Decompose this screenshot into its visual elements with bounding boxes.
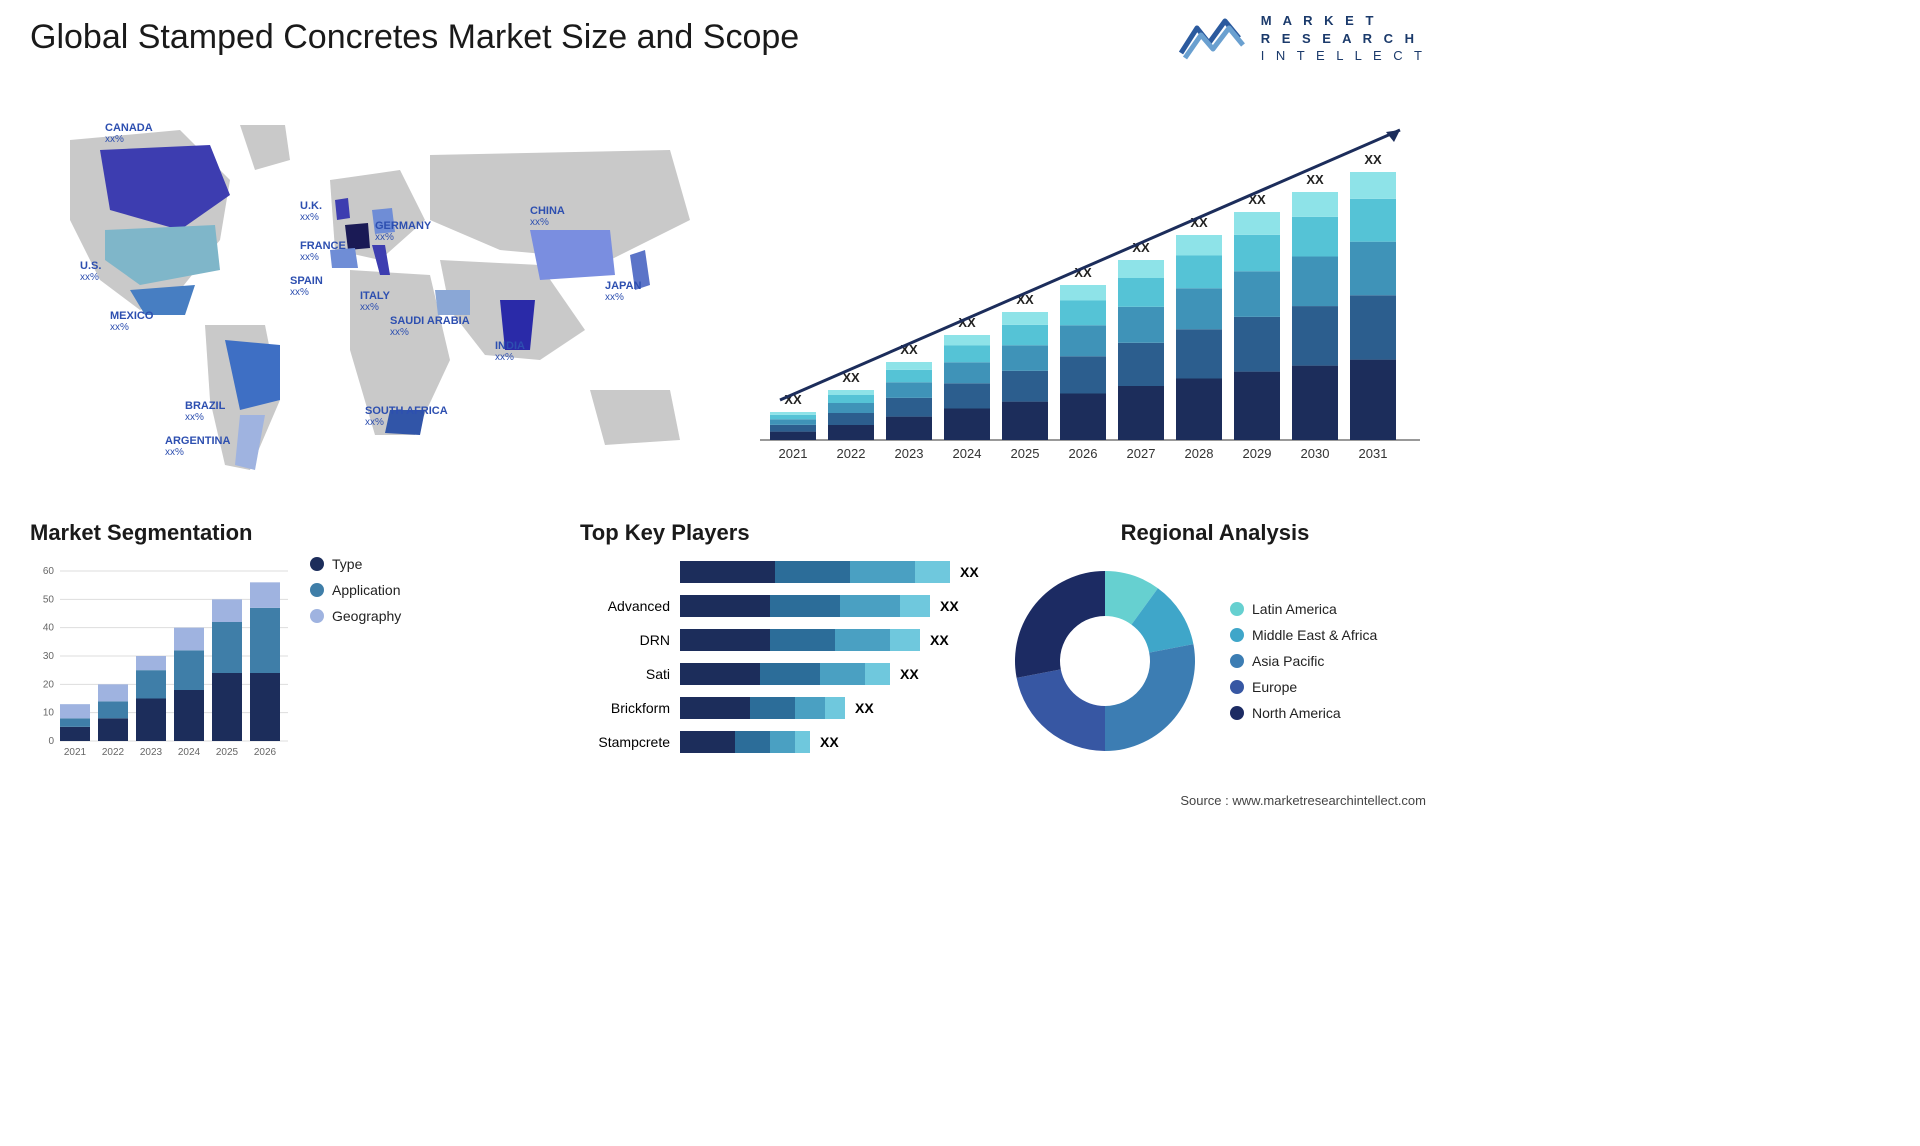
regional-legend-latin_america: Latin America bbox=[1230, 601, 1377, 617]
svg-text:2026: 2026 bbox=[254, 747, 277, 758]
source-text: Source : www.marketresearchintellect.com bbox=[1180, 793, 1426, 808]
svg-text:XX: XX bbox=[1306, 172, 1324, 187]
map-label-u-k-: U.K.xx% bbox=[300, 200, 322, 223]
players-title: Top Key Players bbox=[580, 520, 1000, 546]
regional-title: Regional Analysis bbox=[1000, 520, 1430, 546]
svg-text:DRN: DRN bbox=[640, 632, 670, 648]
map-label-brazil: BRAZILxx% bbox=[185, 400, 225, 423]
players-chart: XX Advanced XX DRN XX Sati XX Brickform XX Stampc… bbox=[580, 556, 980, 776]
svg-text:XX: XX bbox=[960, 564, 979, 580]
segmentation-legend: Type Application Geography bbox=[310, 556, 401, 624]
seg-legend-geography: Geography bbox=[310, 608, 401, 624]
svg-text:2021: 2021 bbox=[779, 446, 808, 461]
svg-text:2022: 2022 bbox=[837, 446, 866, 461]
growth-bar-chart: XX2021XX2022XX2023XX2024XX2025XX2026XX20… bbox=[760, 100, 1420, 480]
svg-text:2030: 2030 bbox=[1301, 446, 1330, 461]
world-map: CANADAxx% U.S.xx% MEXICOxx% BRAZILxx% ARGENT… bbox=[30, 100, 710, 490]
logo-line2: R E S E A R C H bbox=[1261, 30, 1426, 48]
map-label-saudi-arabia: SAUDI ARABIAxx% bbox=[390, 315, 470, 338]
svg-text:2031: 2031 bbox=[1359, 446, 1388, 461]
map-label-france: FRANCExx% bbox=[300, 240, 346, 263]
svg-text:50: 50 bbox=[43, 594, 55, 605]
svg-text:2022: 2022 bbox=[102, 747, 125, 758]
svg-text:0: 0 bbox=[48, 736, 54, 747]
map-label-argentina: ARGENTINAxx% bbox=[165, 435, 230, 458]
svg-text:60: 60 bbox=[43, 566, 55, 577]
map-label-china: CHINAxx% bbox=[530, 205, 565, 228]
svg-text:Stampcrete: Stampcrete bbox=[598, 734, 670, 750]
map-label-japan: JAPANxx% bbox=[605, 280, 641, 303]
svg-text:Sati: Sati bbox=[646, 666, 670, 682]
map-label-south-africa: SOUTH AFRICAxx% bbox=[365, 405, 448, 428]
regional-legend: Latin America Middle East & Africa Asia Pa… bbox=[1230, 601, 1377, 721]
svg-text:2024: 2024 bbox=[178, 747, 201, 758]
svg-text:2026: 2026 bbox=[1069, 446, 1098, 461]
svg-text:XX: XX bbox=[1364, 152, 1382, 167]
seg-legend-type: Type bbox=[310, 556, 401, 572]
svg-text:20: 20 bbox=[43, 679, 55, 690]
logo-icon bbox=[1179, 13, 1249, 63]
regional-legend-europe: Europe bbox=[1230, 679, 1377, 695]
map-label-germany: GERMANYxx% bbox=[375, 220, 431, 243]
svg-text:2029: 2029 bbox=[1243, 446, 1272, 461]
svg-text:2025: 2025 bbox=[216, 747, 239, 758]
svg-text:30: 30 bbox=[43, 651, 55, 662]
svg-text:2021: 2021 bbox=[64, 747, 87, 758]
regional-legend-mea: Middle East & Africa bbox=[1230, 627, 1377, 643]
svg-text:XX: XX bbox=[855, 700, 874, 716]
map-label-canada: CANADAxx% bbox=[105, 122, 153, 145]
regional-legend-asia_pacific: Asia Pacific bbox=[1230, 653, 1377, 669]
seg-legend-application: Application bbox=[310, 582, 401, 598]
segmentation-chart: 0 10 20 30 40 50 60 2021 2022 2023 2024 2025 2026 bbox=[30, 556, 290, 766]
map-label-mexico: MEXICOxx% bbox=[110, 310, 153, 333]
logo-line3: I N T E L L E C T bbox=[1261, 47, 1426, 65]
svg-text:2024: 2024 bbox=[953, 446, 982, 461]
svg-text:Advanced: Advanced bbox=[608, 598, 670, 614]
logo-line1: M A R K E T bbox=[1261, 12, 1426, 30]
page-title: Global Stamped Concretes Market Size and… bbox=[30, 18, 799, 57]
svg-text:XX: XX bbox=[930, 632, 949, 648]
regional-legend-north_america: North America bbox=[1230, 705, 1377, 721]
regional-block: Regional Analysis Latin America Middle Ea… bbox=[1000, 520, 1430, 780]
segmentation-block: Market Segmentation 0 10 20 30 40 50 60 2021 202… bbox=[30, 520, 500, 780]
map-label-italy: ITALYxx% bbox=[360, 290, 390, 313]
svg-text:XX: XX bbox=[940, 598, 959, 614]
svg-text:Brickform: Brickform bbox=[611, 700, 670, 716]
svg-text:40: 40 bbox=[43, 623, 55, 634]
map-label-india: INDIAxx% bbox=[495, 340, 525, 363]
svg-text:2028: 2028 bbox=[1185, 446, 1214, 461]
players-block: Top Key Players XX Advanced XX DRN XX Sati XX B… bbox=[580, 520, 1000, 780]
regional-donut bbox=[1000, 556, 1210, 766]
svg-text:2027: 2027 bbox=[1127, 446, 1156, 461]
svg-text:2023: 2023 bbox=[895, 446, 924, 461]
svg-text:2025: 2025 bbox=[1011, 446, 1040, 461]
svg-text:XX: XX bbox=[820, 734, 839, 750]
map-label-spain: SPAINxx% bbox=[290, 275, 323, 298]
brand-logo: M A R K E T R E S E A R C H I N T E L L … bbox=[1179, 12, 1426, 65]
svg-text:10: 10 bbox=[43, 708, 55, 719]
svg-text:XX: XX bbox=[900, 666, 919, 682]
segmentation-title: Market Segmentation bbox=[30, 520, 500, 546]
map-label-u-s-: U.S.xx% bbox=[80, 260, 101, 283]
svg-text:2023: 2023 bbox=[140, 747, 163, 758]
